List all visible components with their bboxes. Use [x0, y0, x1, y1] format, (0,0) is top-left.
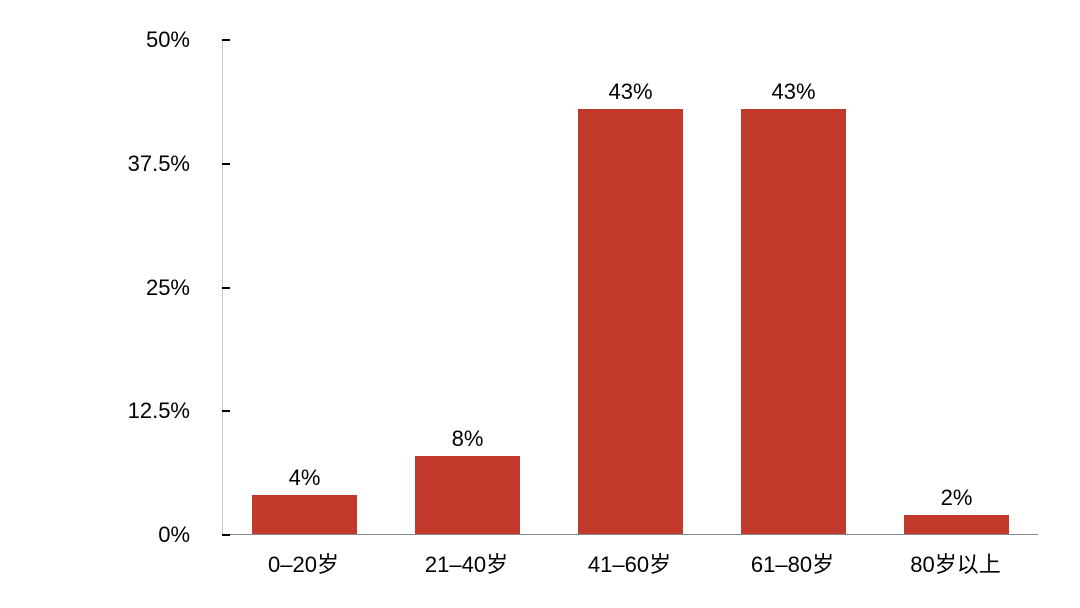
plot-area: 4% 8% 43% 43% 2%: [222, 40, 1038, 535]
y-axis-tick-mark: [222, 163, 230, 165]
y-axis-tick-label: 37.5%: [128, 151, 190, 177]
x-axis-tick-label: 41–60岁: [548, 547, 711, 579]
bar: 4%: [252, 495, 356, 535]
bar-slot: 2%: [875, 40, 1038, 535]
bar-slot: 43%: [712, 40, 875, 535]
bar-slot: 4%: [223, 40, 386, 535]
x-axis-tick-label: 61–80岁: [711, 547, 874, 579]
bars-container: 4% 8% 43% 43% 2%: [223, 40, 1038, 535]
bar: 43%: [578, 109, 682, 535]
y-axis-tick-mark: [222, 410, 230, 412]
x-axis-line: [223, 534, 1038, 535]
x-axis-tick-label: 80岁以上: [874, 547, 1037, 579]
y-axis-tick-mark: [222, 534, 230, 536]
bar-value-label: 2%: [941, 485, 973, 511]
x-axis-tick-label: 0–20岁: [222, 547, 385, 579]
bar: 43%: [741, 109, 845, 535]
bar: 2%: [904, 515, 1008, 535]
x-axis-tick-label: 21–40岁: [385, 547, 548, 579]
x-axis-labels: 0–20岁21–40岁41–60岁61–80岁80岁以上: [222, 547, 1037, 579]
bar-slot: 8%: [386, 40, 549, 535]
bar-slot: 43%: [549, 40, 712, 535]
y-axis-tick-label: 0%: [158, 522, 190, 548]
bar: 8%: [415, 456, 519, 535]
y-axis-tick-label: 50%: [146, 27, 190, 53]
y-axis-tick-mark: [222, 39, 230, 41]
bar-value-label: 43%: [771, 79, 815, 105]
bar-chart: 4% 8% 43% 43% 2% 0% 12.5% 25% 37.5% 50% 0–20岁21–…: [0, 0, 1080, 608]
y-axis-tick-label: 12.5%: [128, 398, 190, 424]
bar-value-label: 43%: [608, 79, 652, 105]
bar-value-label: 4%: [289, 465, 321, 491]
bar-value-label: 8%: [452, 426, 484, 452]
y-axis-tick-label: 25%: [146, 275, 190, 301]
y-axis-tick-mark: [222, 287, 230, 289]
